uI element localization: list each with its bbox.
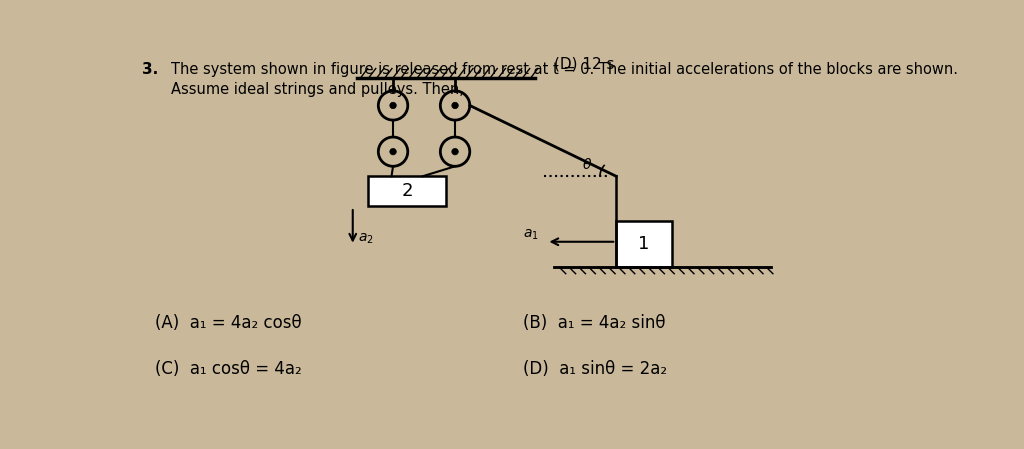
Text: The system shown in figure is released from rest at t = 0. The initial accelerat: The system shown in figure is released f… <box>171 62 957 77</box>
Text: 2: 2 <box>401 182 413 200</box>
Text: θ: θ <box>583 158 591 172</box>
Text: (B)  a₁ = 4a₂ sinθ: (B) a₁ = 4a₂ sinθ <box>523 313 666 332</box>
Text: 1: 1 <box>638 235 650 253</box>
Bar <box>369 176 445 206</box>
Circle shape <box>452 102 459 109</box>
Text: Assume ideal strings and pulleys. Then,: Assume ideal strings and pulleys. Then, <box>171 82 464 97</box>
Text: 3.: 3. <box>142 62 158 77</box>
Bar <box>616 221 672 267</box>
Text: $a_1$: $a_1$ <box>523 228 539 242</box>
Circle shape <box>390 102 396 109</box>
Text: (A)  a₁ = 4a₂ cosθ: (A) a₁ = 4a₂ cosθ <box>155 313 302 332</box>
Circle shape <box>390 149 396 155</box>
Text: $a_2$: $a_2$ <box>358 232 374 246</box>
Circle shape <box>452 149 459 155</box>
Text: (C)  a₁ cosθ = 4a₂: (C) a₁ cosθ = 4a₂ <box>155 360 302 378</box>
Text: (D)  a₁ sinθ = 2a₂: (D) a₁ sinθ = 2a₂ <box>523 360 668 378</box>
Text: (D) 12 s: (D) 12 s <box>554 56 614 71</box>
